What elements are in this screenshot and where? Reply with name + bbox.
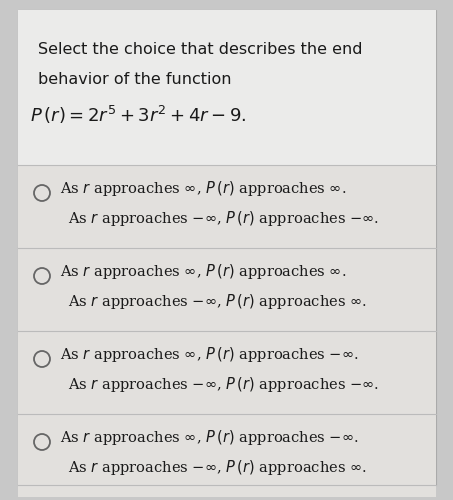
Text: behavior of the function: behavior of the function: [38, 72, 231, 87]
Text: As $r$ approaches $-\infty$, $P\,(r)$ approaches $\infty$.: As $r$ approaches $-\infty$, $P\,(r)$ ap…: [68, 292, 366, 311]
Bar: [18, 414, 436, 497]
Text: As $r$ approaches $-\infty$, $P\,(r)$ approaches $\infty$.: As $r$ approaches $-\infty$, $P\,(r)$ ap…: [68, 458, 366, 477]
Text: $P\,(r) = 2r^5 + 3r^2 + 4r - 9.$: $P\,(r) = 2r^5 + 3r^2 + 4r - 9.$: [30, 104, 246, 126]
Text: As $r$ approaches $\infty$, $P\,(r)$ approaches $\infty$.: As $r$ approaches $\infty$, $P\,(r)$ app…: [60, 179, 347, 198]
Text: Select the choice that describes the end: Select the choice that describes the end: [38, 42, 362, 57]
Text: As $r$ approaches $\infty$, $P\,(r)$ approaches $\infty$.: As $r$ approaches $\infty$, $P\,(r)$ app…: [60, 262, 347, 281]
Bar: [18, 10, 436, 165]
Bar: [18, 248, 436, 331]
Text: As $r$ approaches $\infty$, $P\,(r)$ approaches $-\infty$.: As $r$ approaches $\infty$, $P\,(r)$ app…: [60, 428, 359, 447]
Text: As $r$ approaches $-\infty$, $P\,(r)$ approaches $-\infty$.: As $r$ approaches $-\infty$, $P\,(r)$ ap…: [68, 209, 379, 228]
Bar: [18, 165, 436, 248]
Text: As $r$ approaches $\infty$, $P\,(r)$ approaches $-\infty$.: As $r$ approaches $\infty$, $P\,(r)$ app…: [60, 345, 359, 364]
Text: As $r$ approaches $-\infty$, $P\,(r)$ approaches $-\infty$.: As $r$ approaches $-\infty$, $P\,(r)$ ap…: [68, 375, 379, 394]
Bar: [18, 331, 436, 414]
